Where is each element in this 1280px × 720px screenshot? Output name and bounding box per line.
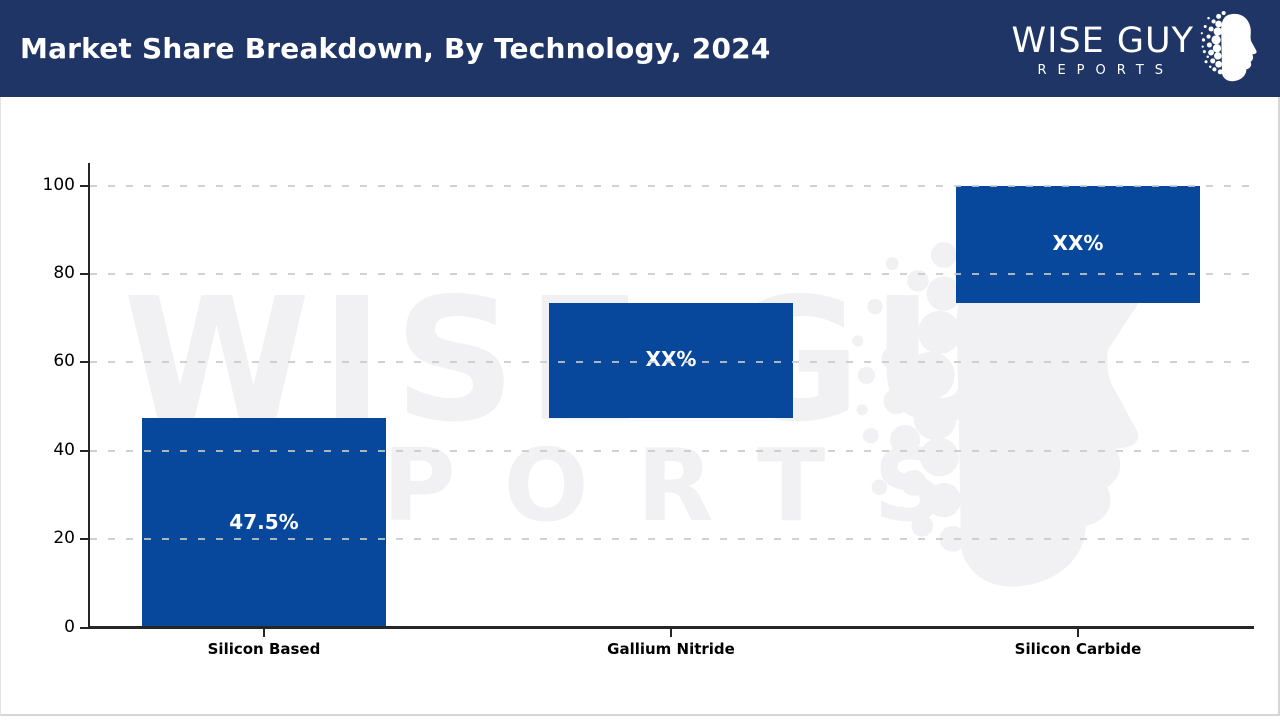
bar-value-label: 47.5% [229, 509, 299, 534]
y-tick-label: 0 [64, 616, 75, 637]
y-tick-label: 60 [53, 351, 75, 372]
x-tick-1 [263, 629, 265, 637]
gridline-80 [90, 273, 1254, 276]
gridline-20 [90, 538, 1254, 541]
x-tick-2 [670, 629, 672, 637]
bar-silicon-based: 47.5% [142, 417, 386, 628]
chart-canvas: WISE GUY REPORTS 02040608010047.5%XX%XX%… [0, 97, 1280, 716]
y-tick-label: 100 [42, 174, 75, 195]
bar-value-label: XX% [645, 346, 697, 371]
y-tick-40 [80, 449, 88, 452]
y-tick-20 [80, 538, 88, 541]
y-tick-label: 80 [53, 263, 75, 284]
x-category-label: Silicon Based [207, 640, 321, 658]
y-axis [88, 163, 90, 628]
gridline-40 [90, 449, 1254, 452]
x-category-label: Silicon Carbide [1014, 640, 1142, 658]
wiseguy-head-icon [1200, 10, 1257, 82]
x-tick-3 [1077, 629, 1079, 637]
bar-silicon-carbide: XX% [956, 185, 1200, 303]
wiseguy-logo: WISE GUY REPORTS [1011, 8, 1266, 92]
page-title: Market Share Breakdown, By Technology, 2… [20, 32, 771, 65]
y-tick-60 [80, 361, 88, 364]
y-tick-0 [80, 626, 88, 629]
y-tick-80 [80, 273, 88, 276]
wiseguy-logo-text: WISE GUY REPORTS [1011, 22, 1194, 78]
logo-subtitle: REPORTS [1037, 63, 1175, 78]
y-tick-label: 40 [53, 439, 75, 460]
y-tick-100 [80, 184, 88, 187]
header-bar: Market Share Breakdown, By Technology, 2… [0, 0, 1280, 97]
x-category-label: Gallium Nitride [607, 640, 735, 658]
gridline-100 [90, 184, 1254, 187]
x-axis [88, 626, 1254, 629]
bar-value-label: XX% [1052, 231, 1104, 256]
logo-wordmark: WISE GUY [1011, 21, 1194, 61]
watermark-head-icon [852, 227, 1139, 587]
bar-gallium-nitride: XX% [549, 302, 793, 418]
y-tick-label: 20 [53, 528, 75, 549]
gridline-60 [90, 361, 1254, 364]
